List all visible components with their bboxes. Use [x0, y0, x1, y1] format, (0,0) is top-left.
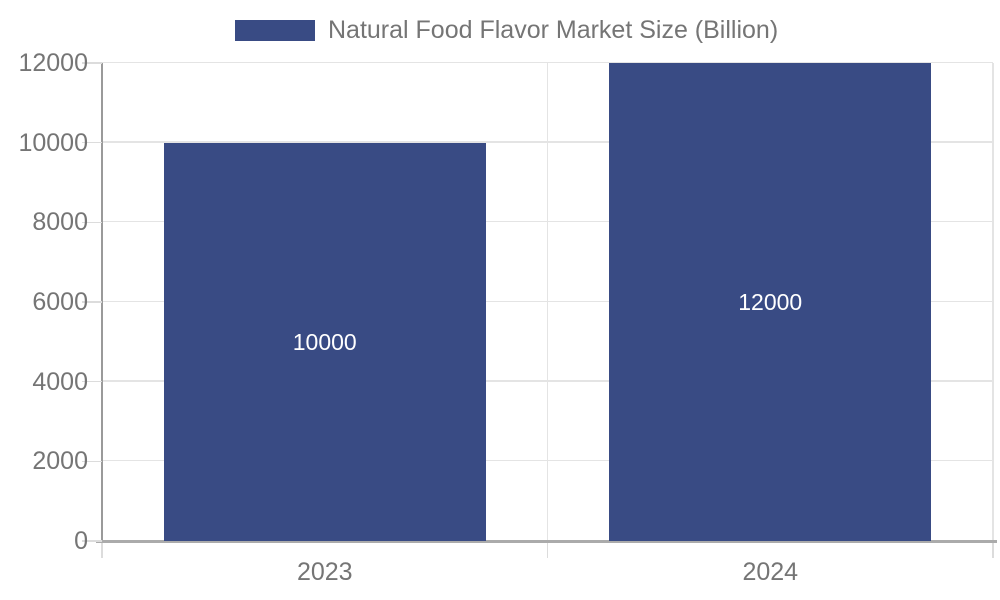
y-axis-tick	[82, 141, 102, 144]
bar[interactable]	[609, 63, 932, 541]
y-axis-tick-label: 12000	[18, 49, 88, 77]
y-axis-tick-label: 6000	[32, 288, 88, 316]
y-axis-tick-label: 8000	[32, 208, 88, 237]
y-axis-tick	[82, 62, 102, 64]
x-axis-line	[96, 540, 997, 543]
y-axis-tick-label: 2000	[32, 447, 88, 476]
x-axis-tick	[546, 543, 549, 558]
x-gridline	[992, 63, 994, 541]
x-gridline	[546, 63, 549, 541]
y-axis-tick	[82, 540, 102, 542]
x-axis-tick	[992, 543, 994, 558]
legend-label: Natural Food Flavor Market Size (Billion…	[328, 15, 779, 44]
y-axis-tick-label: 0	[74, 527, 88, 555]
x-axis-tick-label: 2023	[296, 558, 353, 586]
y-axis-tick-label: 10000	[18, 128, 88, 157]
y-axis-tick	[82, 380, 102, 383]
legend-swatch	[235, 19, 315, 41]
y-axis-tick	[82, 221, 102, 224]
x-axis-tick-label: 2024	[742, 558, 799, 586]
y-axis-tick-label: 4000	[32, 367, 88, 396]
x-axis-tick	[101, 543, 103, 558]
legend-item[interactable]: Natural Food Flavor Market Size (Billion…	[235, 14, 778, 46]
y-axis-tick	[82, 301, 102, 303]
y-axis-tick	[82, 460, 102, 463]
bar[interactable]	[163, 142, 486, 541]
y-axis-line	[101, 63, 103, 542]
